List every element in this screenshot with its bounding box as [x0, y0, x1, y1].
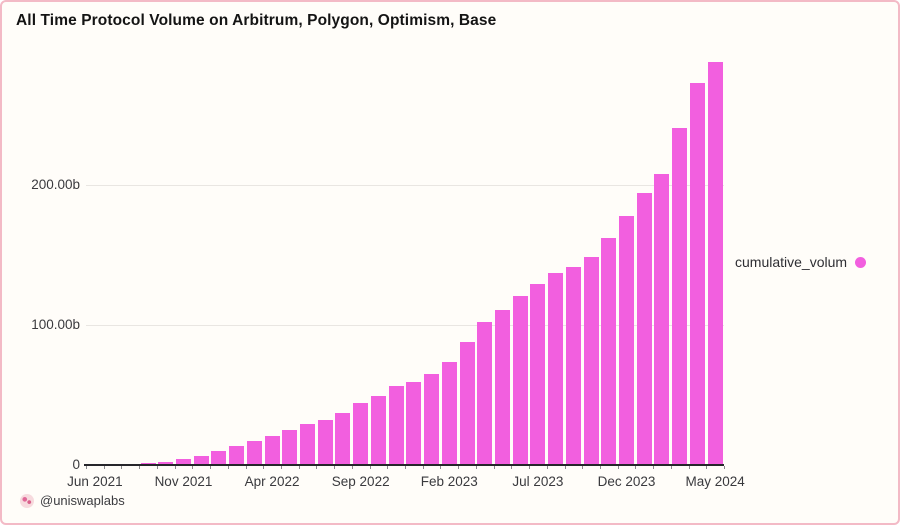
- uniswap-logo-icon: [20, 493, 34, 508]
- bar-nov-2023: [601, 238, 617, 465]
- bar-apr-2024: [689, 82, 705, 465]
- bar-apr-2022: [264, 435, 280, 465]
- x-axis-label: Apr 2022: [244, 474, 300, 489]
- x-axis-tick: [653, 466, 655, 469]
- bar-oct-2022: [370, 395, 386, 465]
- x-axis-tick: [405, 466, 406, 469]
- x-axis-tick: [121, 466, 123, 469]
- bar-oct-2023: [583, 257, 599, 465]
- x-axis-tick: [369, 466, 371, 469]
- x-axis-tick: [422, 466, 424, 469]
- x-axis-label: Dec 2023: [597, 474, 656, 489]
- x-axis-tick: [635, 466, 637, 469]
- x-axis-tick: [688, 466, 690, 469]
- y-axis-label: 0: [72, 457, 80, 472]
- x-axis-label: Jul 2023: [512, 474, 564, 489]
- bar-jun-2022: [300, 424, 316, 465]
- bar-jan-2024: [636, 193, 652, 465]
- attribution-handle: @uniswaplabs: [40, 493, 125, 508]
- bar-dec-2022: [406, 382, 422, 465]
- bar-aug-2022: [335, 413, 351, 465]
- bar-sep-2023: [565, 266, 581, 465]
- bar-mar-2023: [459, 341, 475, 465]
- x-axis-tick: [210, 466, 212, 469]
- x-axis-tick: [103, 466, 105, 469]
- x-axis-tick: [529, 466, 531, 469]
- y-axis-label: 100.00b: [31, 317, 80, 332]
- legend-item[interactable]: cumulative_volum: [735, 254, 867, 270]
- x-axis-tick: [245, 466, 247, 469]
- x-axis-label: Feb 2023: [420, 474, 478, 489]
- x-axis-tick: [458, 466, 460, 469]
- y-axis-label: 200.00b: [31, 177, 80, 192]
- bar-oct-2021: [158, 461, 174, 465]
- bar-dec-2021: [193, 455, 209, 465]
- bar-mar-2024: [672, 127, 688, 465]
- bar-apr-2023: [477, 322, 493, 465]
- x-axis-tick: [599, 466, 601, 469]
- bar-sep-2022: [353, 403, 369, 465]
- bar-jan-2022: [211, 451, 227, 465]
- bar-mar-2022: [246, 441, 262, 465]
- x-axis-tick: [724, 466, 725, 469]
- x-axis-line: [84, 464, 724, 466]
- x-axis-tick: [263, 466, 265, 469]
- bar-jan-2023: [424, 374, 440, 465]
- bar-nov-2022: [388, 385, 404, 465]
- legend-label: cumulative_volum: [735, 254, 848, 270]
- x-axis-tick: [670, 466, 672, 469]
- bar-aug-2023: [548, 273, 564, 465]
- bar-may-2022: [282, 430, 298, 465]
- x-axis-tick: [351, 466, 353, 469]
- gridline-100b: [86, 324, 724, 326]
- x-axis-label: Sep 2022: [331, 474, 390, 489]
- bar-dec-2023: [619, 215, 635, 465]
- x-axis-tick: [174, 466, 176, 469]
- x-axis-tick: [86, 466, 87, 469]
- x-axis-tick: [156, 466, 158, 469]
- x-axis-tick: [706, 466, 708, 469]
- x-axis-label: May 2024: [685, 474, 745, 489]
- bar-jun-2023: [512, 295, 528, 465]
- x-axis-label: Jun 2021: [67, 474, 123, 489]
- x-axis-tick: [475, 466, 477, 469]
- bar-feb-2022: [229, 445, 245, 465]
- x-axis-label: Nov 2021: [154, 474, 213, 489]
- x-axis-tick: [139, 466, 141, 469]
- legend-marker-icon: [855, 256, 867, 268]
- x-axis-tick: [280, 466, 282, 469]
- bar-jul-2023: [530, 284, 546, 465]
- x-axis-tick: [334, 466, 336, 469]
- x-axis-tick: [298, 466, 300, 469]
- bar-feb-2024: [654, 173, 670, 465]
- bar-feb-2023: [441, 362, 457, 465]
- x-axis-tick: [546, 466, 548, 469]
- gridline-200b: [86, 184, 724, 186]
- x-axis-tick: [564, 466, 566, 469]
- x-axis-tick: [440, 466, 442, 469]
- x-axis-tick: [227, 466, 229, 469]
- chart-title: All Time Protocol Volume on Arbitrum, Po…: [16, 12, 497, 29]
- x-axis-tick: [511, 466, 513, 469]
- x-axis-tick: [387, 466, 389, 469]
- attribution: @uniswaplabs: [20, 493, 125, 508]
- bar-may-2023: [494, 309, 510, 465]
- x-axis-tick: [493, 466, 495, 469]
- bar-nov-2021: [175, 458, 191, 465]
- x-axis-tick: [582, 466, 584, 469]
- x-axis-tick: [617, 466, 619, 469]
- x-axis-tick: [192, 466, 194, 469]
- x-axis-tick: [316, 466, 318, 469]
- bar-jul-2022: [317, 420, 333, 465]
- bar-may-2024: [707, 61, 723, 465]
